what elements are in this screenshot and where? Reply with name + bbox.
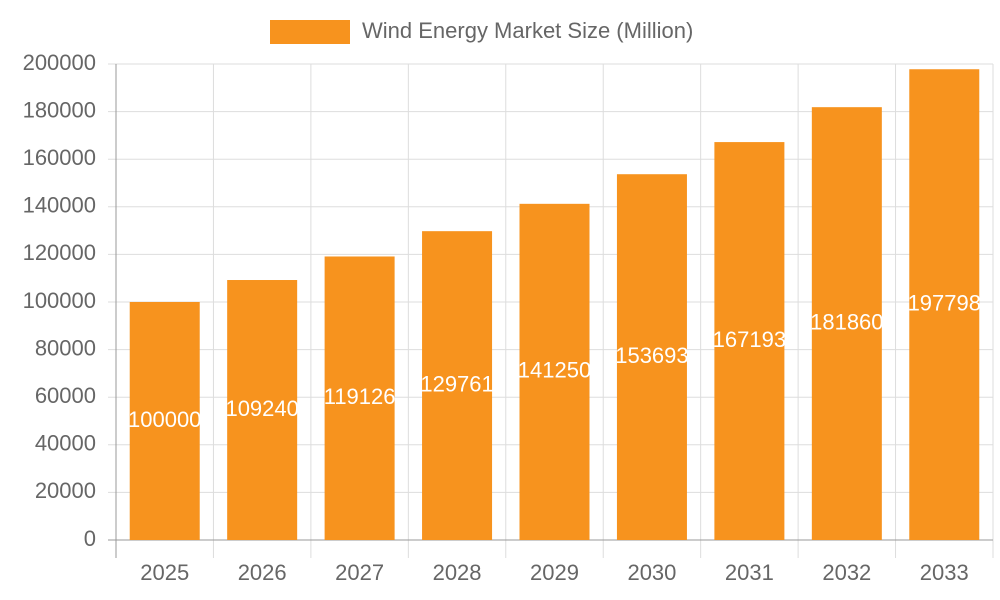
bar: [324, 256, 395, 540]
x-tick-label: 2026: [238, 560, 287, 585]
x-tick-label: 2031: [725, 560, 774, 585]
y-tick-label: 140000: [23, 193, 96, 218]
data-label: 119126: [324, 384, 396, 409]
y-tick-label: 120000: [23, 240, 96, 265]
y-tick-label: 100000: [23, 288, 96, 313]
bar: [422, 231, 493, 540]
y-tick-label: 180000: [23, 97, 96, 122]
data-label: 129761: [420, 371, 493, 396]
x-tick-label: 2030: [627, 560, 676, 585]
data-label: 109240: [225, 396, 298, 421]
x-tick-label: 2028: [433, 560, 482, 585]
x-tick-label: 2033: [920, 560, 969, 585]
y-tick-label: 160000: [23, 145, 96, 170]
x-tick-label: 2025: [140, 560, 189, 585]
bar: [129, 302, 200, 540]
y-tick-label: 0: [84, 526, 96, 551]
bar: [811, 107, 882, 540]
data-label: 167193: [713, 327, 786, 352]
data-label: 153693: [615, 343, 688, 368]
data-label: 181860: [810, 309, 883, 334]
data-label: 100000: [128, 407, 201, 432]
bar: [227, 280, 298, 540]
bar: [909, 69, 980, 541]
legend-swatch: [270, 20, 350, 44]
bar: [714, 142, 785, 540]
y-tick-label: 80000: [35, 335, 96, 360]
y-tick-label: 200000: [23, 50, 96, 75]
legend-label: Wind Energy Market Size (Million): [362, 18, 693, 43]
y-tick-label: 40000: [35, 431, 96, 456]
x-tick-label: 2029: [530, 560, 579, 585]
y-tick-label: 60000: [35, 383, 96, 408]
x-tick-label: 2027: [335, 560, 384, 585]
data-label: 141250: [518, 358, 591, 383]
y-tick-label: 20000: [35, 478, 96, 503]
data-label: 197798: [908, 290, 981, 315]
bar: [519, 203, 590, 540]
bar: [616, 174, 687, 540]
x-tick-label: 2032: [822, 560, 871, 585]
